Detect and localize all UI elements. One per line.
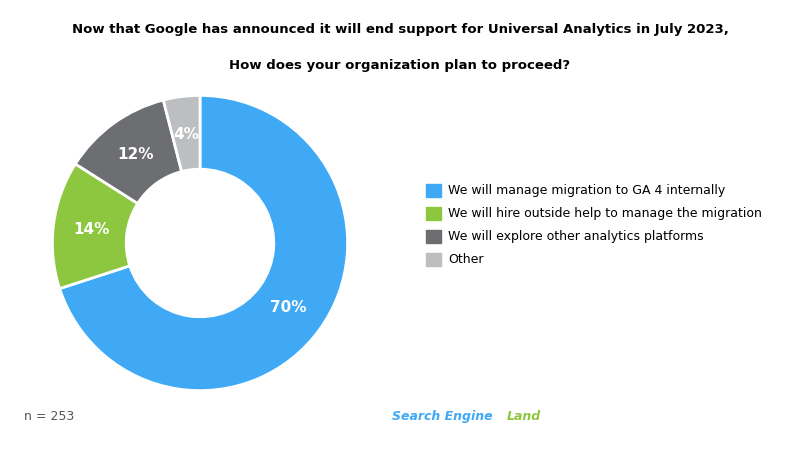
Text: How does your organization plan to proceed?: How does your organization plan to proce… [230, 58, 570, 72]
Text: Land: Land [506, 410, 541, 423]
Text: Now that Google has announced it will end support for Universal Analytics in Jul: Now that Google has announced it will en… [71, 22, 729, 36]
Wedge shape [53, 164, 138, 288]
Text: Search Engine: Search Engine [392, 410, 493, 423]
Text: 4%: 4% [174, 127, 199, 142]
Wedge shape [163, 95, 200, 171]
Legend: We will manage migration to GA 4 internally, We will hire outside help to manage: We will manage migration to GA 4 interna… [422, 180, 766, 270]
Text: n = 253: n = 253 [24, 410, 74, 423]
Text: 12%: 12% [118, 147, 154, 162]
Wedge shape [60, 95, 347, 391]
Text: 70%: 70% [270, 300, 306, 315]
Text: 14%: 14% [74, 222, 110, 237]
Wedge shape [75, 100, 182, 203]
